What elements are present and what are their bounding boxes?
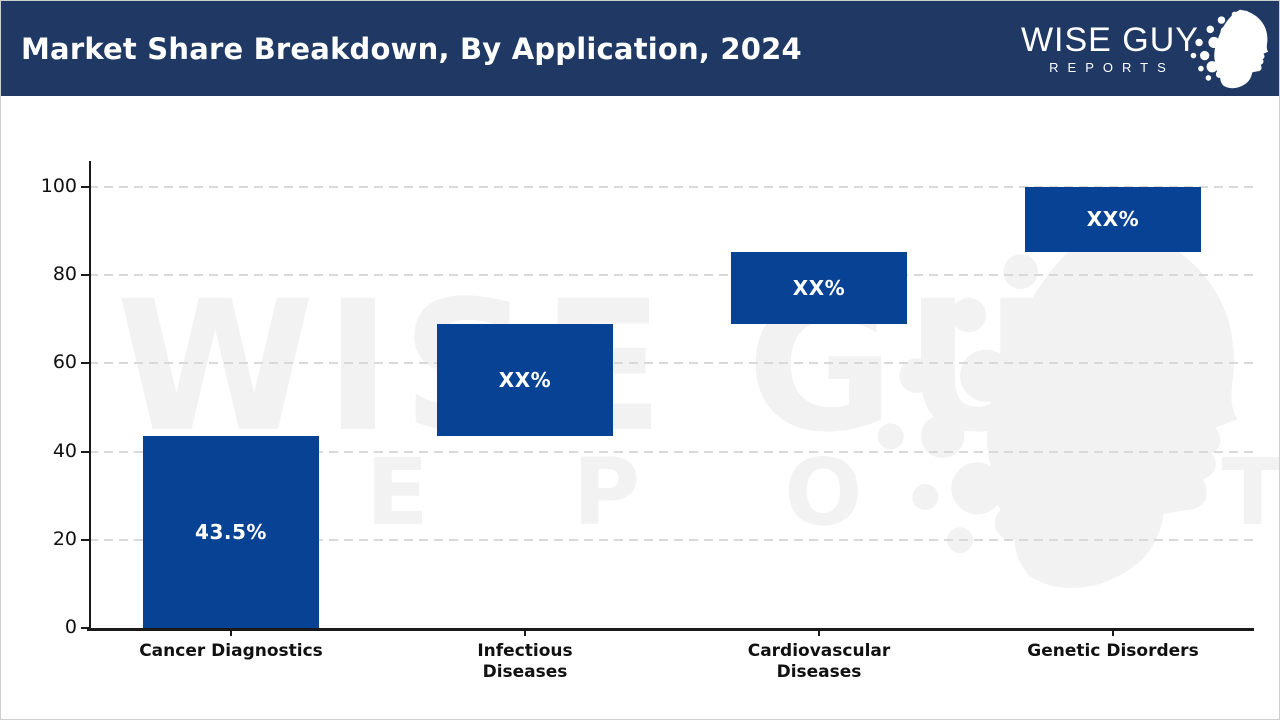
x-axis-tick xyxy=(524,629,526,636)
bar-segment: 43.5% xyxy=(143,436,319,628)
page-title: Market Share Breakdown, By Application, … xyxy=(21,31,802,66)
y-gridline xyxy=(89,538,1257,541)
wiseguy-logo: WISE GUY REPORTS xyxy=(1021,7,1271,91)
logo-name-text: WISE GUY xyxy=(1020,21,1199,59)
x-category-label: Cardiovascular Diseases xyxy=(747,641,891,683)
x-category-label: Infectious Diseases xyxy=(477,641,573,683)
bar-segment: XX% xyxy=(437,323,613,437)
y-axis-tick xyxy=(81,274,89,277)
wiseguy-head-icon xyxy=(1190,9,1269,88)
y-tick-label: 20 xyxy=(52,527,77,550)
y-axis-tick xyxy=(81,627,89,629)
y-tick-label: 60 xyxy=(52,351,77,374)
y-gridline xyxy=(89,186,1257,188)
y-axis-tick xyxy=(81,538,89,541)
y-axis-tick xyxy=(81,186,89,188)
wiseguy-logo-text: WISE GUY REPORTS xyxy=(1021,23,1199,74)
bar-chart: 0 20 40 60 80 100 43.5% XX% XX% XX% Cancer Diagnos… xyxy=(1,96,1279,719)
y-tick-label: 100 xyxy=(40,175,77,197)
y-tick-label: 0 xyxy=(64,616,77,638)
bar-value-label: XX% xyxy=(792,275,846,300)
bar-segment: XX% xyxy=(731,251,907,324)
y-tick-label: 40 xyxy=(52,439,77,462)
y-tick-label: 80 xyxy=(52,263,77,286)
y-gridline xyxy=(89,450,1257,453)
x-axis-line xyxy=(87,628,1254,631)
x-category-label: Cancer Diagnostics xyxy=(139,641,323,661)
bar-segment: XX% xyxy=(1025,187,1201,252)
y-gridline xyxy=(89,274,1257,277)
x-axis-tick xyxy=(1112,629,1114,636)
y-axis-tick xyxy=(81,362,89,365)
logo-sub-text: REPORTS xyxy=(1049,60,1175,75)
y-axis-line xyxy=(89,161,91,630)
x-axis-tick xyxy=(818,629,820,636)
watermark-head-icon xyxy=(877,224,1238,588)
y-axis-tick xyxy=(81,450,89,453)
x-axis-tick xyxy=(230,629,232,636)
header-bar: Market Share Breakdown, By Application, … xyxy=(1,1,1279,96)
bar-value-label: XX% xyxy=(498,367,552,392)
bar-value-label: XX% xyxy=(1086,207,1140,232)
x-category-label: Genetic Disorders xyxy=(1027,641,1199,661)
bar-value-label: 43.5% xyxy=(195,520,267,545)
y-gridline xyxy=(89,362,1257,365)
